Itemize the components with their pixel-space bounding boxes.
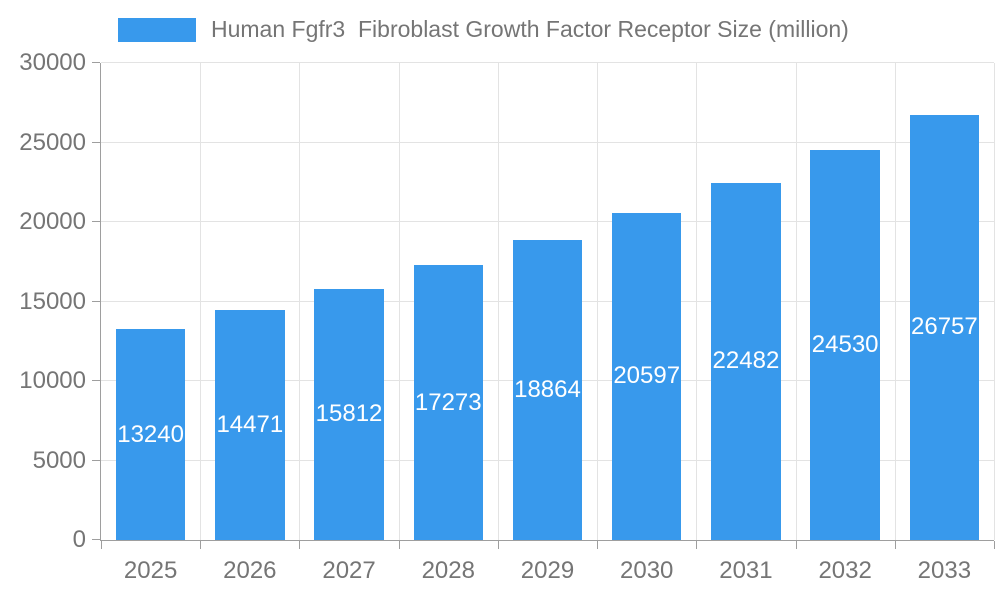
y-axis-label: 10000 — [19, 367, 86, 395]
chart-title: Human Fgfr3 Fibroblast Growth Factor Rec… — [211, 16, 849, 42]
x-axis-tick — [696, 541, 698, 549]
y-axis-label: 15000 — [19, 287, 86, 315]
y-axis-tick — [92, 539, 100, 540]
gridline-vertical — [299, 63, 301, 540]
x-axis-tick — [994, 541, 995, 549]
x-axis-tick — [101, 541, 102, 549]
bar-value-label: 18864 — [514, 376, 581, 404]
bar-value-label: 17273 — [414, 388, 482, 416]
bar[interactable]: 20597 — [611, 212, 682, 540]
y-axis-label: 25000 — [19, 128, 86, 156]
y-axis-label: 5000 — [32, 446, 86, 474]
gridline-vertical — [398, 63, 400, 540]
gridline-vertical — [597, 63, 599, 540]
bar[interactable]: 24530 — [810, 149, 880, 540]
bar[interactable]: 17273 — [413, 265, 483, 540]
y-axis-tick — [92, 62, 100, 63]
y-axis-tick — [92, 300, 100, 302]
gridline-horizontal — [101, 141, 994, 143]
x-axis-label: 2028 — [421, 557, 475, 584]
x-axis-tick — [597, 541, 599, 549]
bar-value-label: 14471 — [216, 410, 284, 438]
bar-value-label: 13240 — [117, 420, 184, 448]
x-axis-tick — [200, 541, 202, 549]
bar[interactable]: 15812 — [314, 288, 384, 540]
legend-swatch[interactable] — [118, 17, 196, 42]
x-axis-tick — [299, 541, 301, 549]
x-axis-label: 2026 — [223, 557, 277, 584]
x-axis-tick — [497, 541, 499, 549]
gridline-horizontal — [101, 221, 994, 223]
legend: Human Fgfr3 Fibroblast Growth Factor Rec… — [118, 16, 849, 43]
bar-value-label: 24530 — [811, 330, 879, 358]
bar[interactable]: 26757 — [909, 114, 980, 540]
gridline-vertical — [894, 63, 896, 540]
y-axis-label: 0 — [72, 526, 86, 553]
bar[interactable]: 14471 — [215, 309, 285, 540]
gridline-horizontal — [101, 62, 994, 63]
x-axis-label: 2030 — [620, 557, 674, 584]
x-axis-label: 2025 — [123, 557, 178, 584]
gridline-vertical — [200, 63, 202, 540]
bar[interactable]: 13240 — [115, 329, 186, 540]
gridline-vertical — [497, 63, 499, 540]
x-axis-tick — [894, 541, 896, 549]
x-axis-label: 2033 — [917, 557, 972, 584]
bar-value-label: 26757 — [911, 313, 978, 341]
bar-value-label: 15812 — [315, 400, 383, 428]
y-axis-label: 20000 — [19, 208, 86, 236]
y-axis-tick — [92, 221, 100, 223]
y-axis-label: 30000 — [19, 49, 86, 76]
x-axis-label: 2032 — [818, 557, 872, 584]
x-axis-tick — [795, 541, 797, 549]
y-axis-tick — [92, 141, 100, 143]
bar-value-label: 20597 — [613, 362, 681, 390]
gridline-vertical — [994, 63, 995, 540]
bar[interactable]: 18864 — [512, 240, 583, 540]
x-axis-label: 2027 — [322, 557, 376, 584]
y-axis-tick — [92, 380, 100, 382]
x-axis-label: 2031 — [719, 557, 773, 584]
x-axis-label: 2029 — [520, 557, 575, 584]
gridline-vertical — [696, 63, 698, 540]
plot-area: 0 5000 10000 15000 20000 25000 30000 2025 13240 2… — [19, 49, 995, 584]
x-axis-tick — [398, 541, 400, 549]
bar-value-label: 22482 — [712, 347, 780, 375]
y-axis-tick — [92, 459, 100, 461]
bar[interactable]: 22482 — [711, 182, 781, 540]
gridline-vertical — [795, 63, 797, 540]
